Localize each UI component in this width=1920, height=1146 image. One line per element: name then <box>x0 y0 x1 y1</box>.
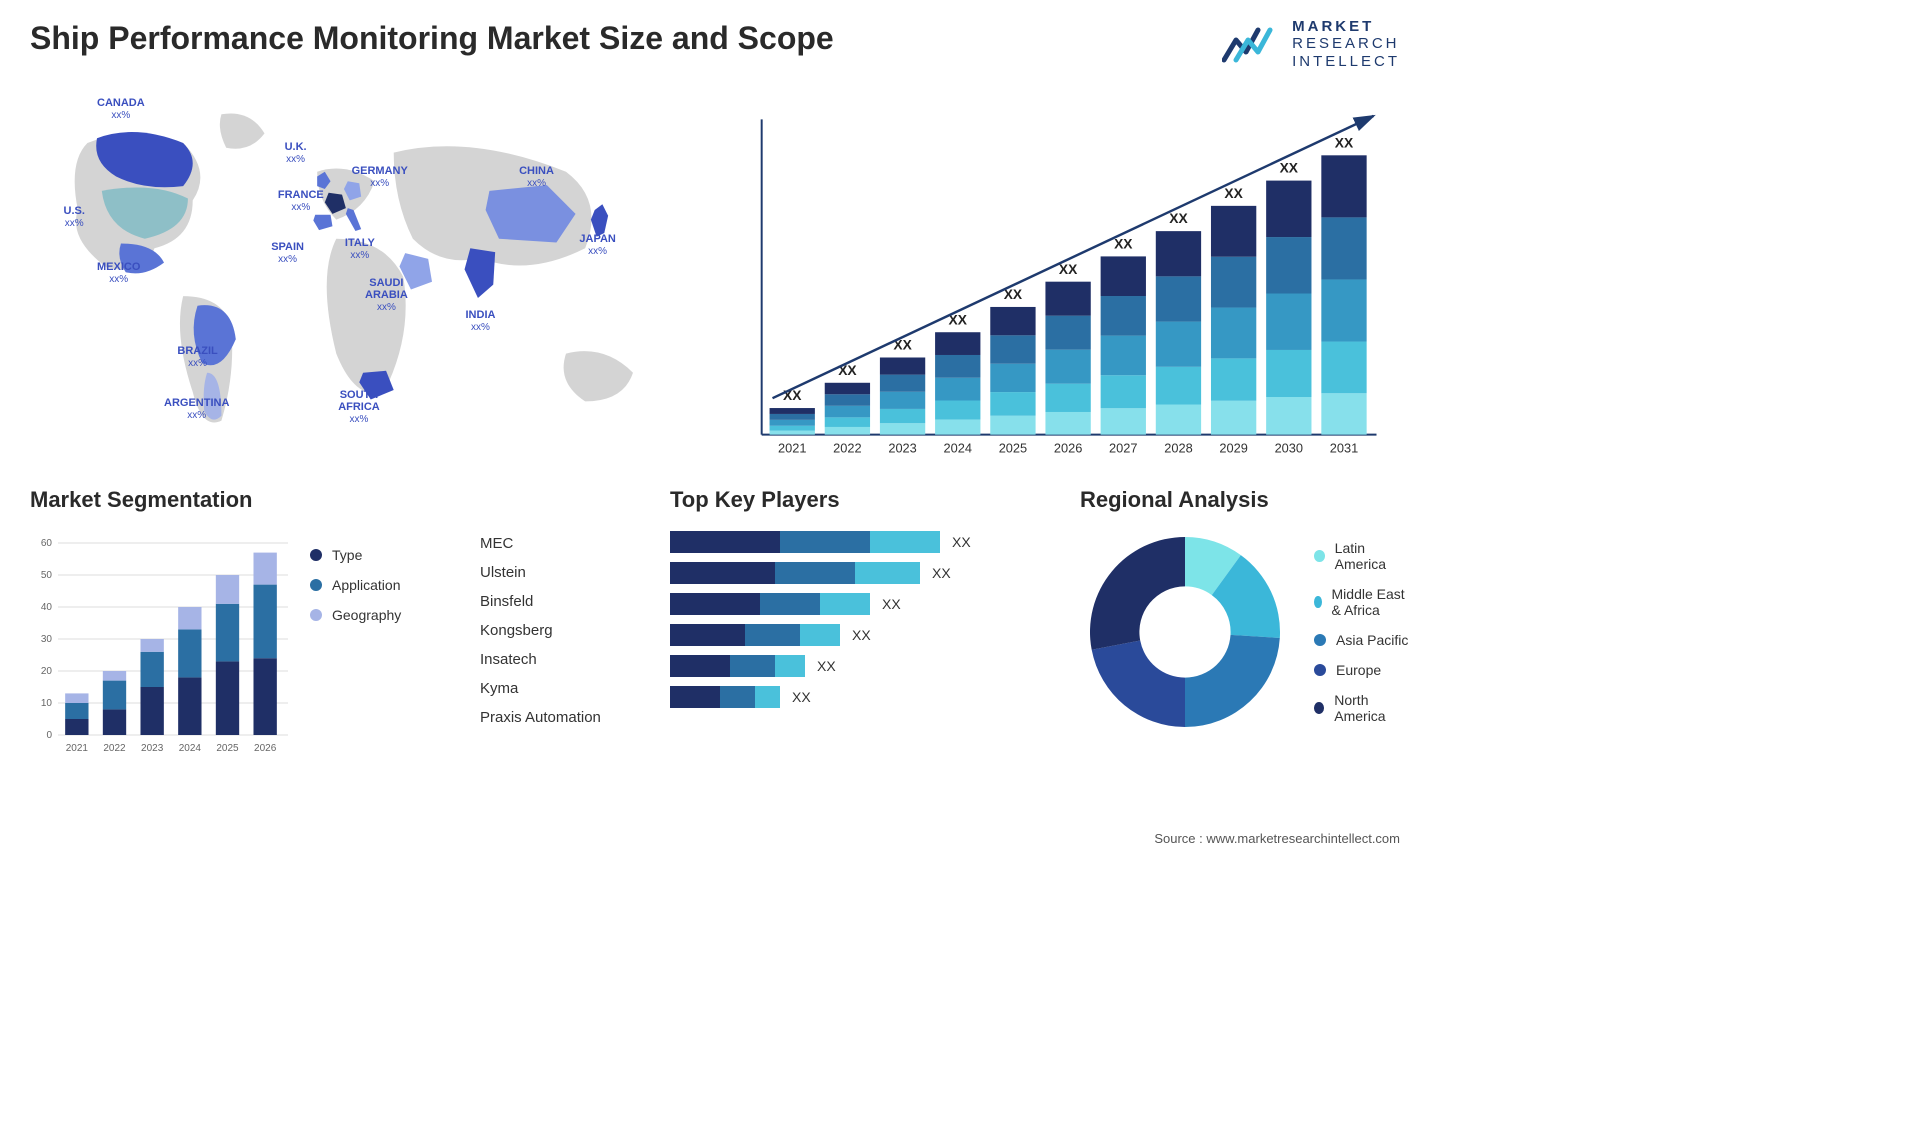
svg-text:20: 20 <box>41 666 53 677</box>
legend-item: Type <box>310 547 450 563</box>
svg-text:2030: 2030 <box>1275 440 1303 455</box>
company-list: MEC Ulstein Binsfeld Kongsberg Insatech Kyma P… <box>480 487 640 767</box>
svg-text:50: 50 <box>41 570 53 581</box>
svg-text:2029: 2029 <box>1219 440 1247 455</box>
player-bar-row: XX <box>670 593 1050 615</box>
logo-text: MARKET RESEARCH INTELLECT <box>1292 18 1400 70</box>
logo-mark-icon <box>1222 22 1282 66</box>
svg-text:2025: 2025 <box>999 440 1027 455</box>
svg-text:2025: 2025 <box>216 743 239 754</box>
regional-title: Regional Analysis <box>1080 487 1410 513</box>
company-name: Kyma <box>480 680 640 697</box>
map-label: GERMANYxx% <box>352 165 408 189</box>
svg-text:2023: 2023 <box>141 743 164 754</box>
legend-item: North America <box>1314 692 1410 724</box>
regional-panel: Regional Analysis Latin America Middle Ea… <box>1080 487 1410 767</box>
map-label: CHINAxx% <box>519 165 554 189</box>
key-players-panel: Top Key Players XX XX XX XX XX XX <box>670 487 1050 767</box>
svg-text:2021: 2021 <box>66 743 89 754</box>
svg-text:2031: 2031 <box>1330 440 1358 455</box>
svg-text:2024: 2024 <box>179 743 202 754</box>
map-label: U.K.xx% <box>285 141 307 165</box>
segmentation-chart: 0 10 20 30 40 50 60 2021 2022 2023 2024 2025 2026 <box>30 527 290 767</box>
world-map: CANADAxx% U.S.xx% MEXICOxx% BRAZILxx% ARGENT… <box>30 77 700 477</box>
svg-text:40: 40 <box>41 602 53 613</box>
player-bar-row: XX <box>670 531 1050 553</box>
svg-text:XX: XX <box>1114 237 1133 252</box>
company-name: Praxis Automation <box>480 709 640 726</box>
map-label: SOUTHAFRICAxx% <box>338 389 380 425</box>
segmentation-panel: Market Segmentation 0 10 20 30 40 50 60 2021 202… <box>30 487 450 767</box>
key-players-title: Top Key Players <box>670 487 1050 513</box>
regional-donut <box>1080 527 1290 737</box>
svg-text:XX: XX <box>1335 135 1354 150</box>
svg-text:2028: 2028 <box>1164 440 1192 455</box>
svg-text:0: 0 <box>46 730 52 741</box>
map-label: ARGENTINAxx% <box>164 397 229 421</box>
svg-text:2022: 2022 <box>103 743 126 754</box>
svg-text:XX: XX <box>1224 186 1243 201</box>
svg-text:2027: 2027 <box>1109 440 1137 455</box>
player-bar-row: XX <box>670 655 1050 677</box>
map-label: SPAINxx% <box>271 241 304 265</box>
legend-item: Geography <box>310 607 450 623</box>
company-name: Binsfeld <box>480 593 640 610</box>
map-label: MEXICOxx% <box>97 261 140 285</box>
svg-text:60: 60 <box>41 538 53 549</box>
svg-text:2026: 2026 <box>1054 440 1082 455</box>
map-label: SAUDIARABIAxx% <box>365 277 408 313</box>
company-name: Kongsberg <box>480 622 640 639</box>
svg-text:XX: XX <box>1059 262 1078 277</box>
player-bar-row: XX <box>670 562 1050 584</box>
legend-item: Europe <box>1314 662 1410 678</box>
growth-bar-chart: XX 2021 XX 2022 XX 2023 XX 2024 XX 2025 XX 2026 XX 20… <box>740 77 1410 477</box>
svg-text:XX: XX <box>783 388 802 403</box>
company-name: Insatech <box>480 651 640 668</box>
svg-text:2023: 2023 <box>888 440 916 455</box>
legend-item: Asia Pacific <box>1314 632 1410 648</box>
svg-text:2022: 2022 <box>833 440 861 455</box>
map-label: INDIAxx% <box>466 309 496 333</box>
svg-text:10: 10 <box>41 698 53 709</box>
svg-text:2021: 2021 <box>778 440 806 455</box>
svg-text:2024: 2024 <box>944 440 972 455</box>
svg-text:XX: XX <box>1169 211 1188 226</box>
segmentation-legend: Type Application Geography <box>310 527 450 767</box>
segmentation-title: Market Segmentation <box>30 487 450 513</box>
brand-logo: MARKET RESEARCH INTELLECT <box>1222 18 1400 70</box>
key-players-chart: XX XX XX XX XX XX <box>670 527 1050 708</box>
page-title: Ship Performance Monitoring Market Size … <box>30 20 1410 57</box>
regional-legend: Latin America Middle East & Africa Asia Pa… <box>1314 540 1410 724</box>
player-bar-row: XX <box>670 686 1050 708</box>
company-name: MEC <box>480 535 640 552</box>
legend-item: Latin America <box>1314 540 1410 572</box>
svg-text:XX: XX <box>1280 161 1299 176</box>
map-label: JAPANxx% <box>579 233 615 257</box>
legend-item: Middle East & Africa <box>1314 586 1410 618</box>
map-label: FRANCExx% <box>278 189 324 213</box>
svg-text:2026: 2026 <box>254 743 277 754</box>
player-bar-row: XX <box>670 624 1050 646</box>
map-label: U.S.xx% <box>64 205 85 229</box>
source-attribution: Source : www.marketresearchintellect.com <box>1154 831 1400 846</box>
svg-text:30: 30 <box>41 634 53 645</box>
map-label: CANADAxx% <box>97 97 145 121</box>
company-name: Ulstein <box>480 564 640 581</box>
map-label: ITALYxx% <box>345 237 375 261</box>
map-label: BRAZILxx% <box>177 345 217 369</box>
legend-item: Application <box>310 577 450 593</box>
